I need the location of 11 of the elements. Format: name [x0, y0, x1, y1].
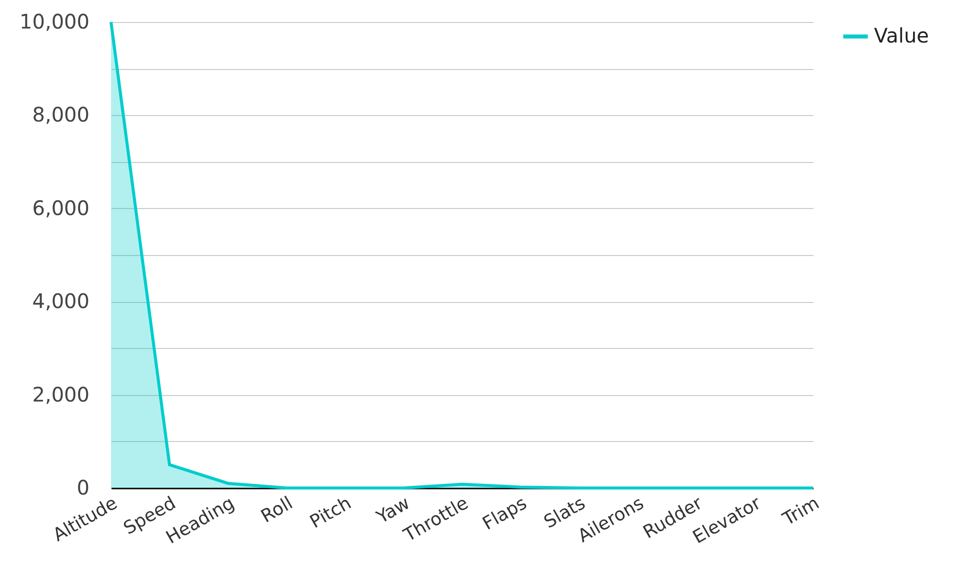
x-tick-label: Flaps [479, 492, 530, 535]
y-tick-label: 4,000 [32, 289, 90, 314]
y-tick-label: 0 [76, 476, 90, 500]
y-tick-label: 10,000 [20, 10, 90, 34]
x-tick-label: Roll [258, 492, 296, 528]
y-tick-label: 6,000 [32, 196, 90, 220]
x-tick-label: Pitch [306, 492, 355, 533]
legend-label: Value [874, 24, 929, 48]
y-tick-label: 8,000 [32, 102, 90, 127]
y-tick-label: 2,000 [32, 382, 90, 406]
x-tick-label: Trim [778, 492, 823, 531]
